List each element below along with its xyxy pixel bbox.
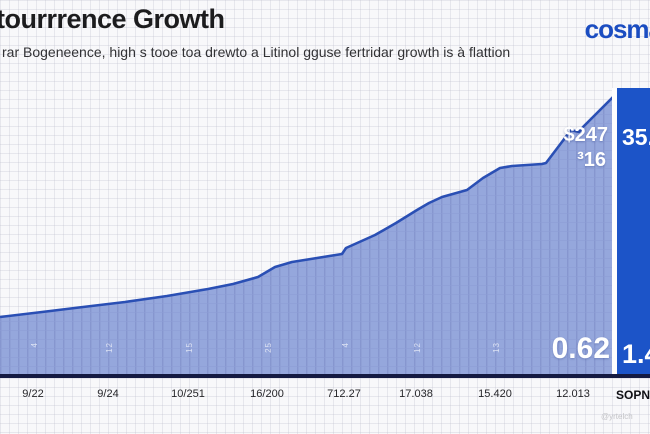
area-fill	[0, 93, 617, 374]
watermark-text: @yrtelch	[601, 412, 633, 421]
page-subtitle: rar Bogeneence, high s tooe toa drewto a…	[2, 44, 510, 60]
x-tick-label: 712.27	[327, 388, 361, 400]
inline-label: 12	[105, 342, 114, 353]
x-tick-label: 16/200	[250, 388, 284, 400]
x-tick-label: 15.420	[478, 388, 512, 400]
panel-bottom-value: 1.4	[622, 339, 650, 370]
chart-page: tourrrence Growth rar Bogeneence, high s…	[0, 0, 650, 434]
page-title: tourrrence Growth	[0, 4, 225, 35]
highlight-panel: 35. 1.4	[617, 88, 650, 374]
x-tick-label-panel: SOPNE	[616, 388, 650, 402]
x-tick-label: 17.038	[399, 388, 433, 400]
inline-label: 13	[492, 342, 501, 353]
inline-label: 15	[185, 342, 194, 353]
inline-label: 4	[341, 342, 350, 347]
x-tick-label: 9/24	[97, 388, 118, 400]
peak-annotation-top: $247	[540, 124, 608, 147]
peak-annotation-bottom: ³16	[538, 149, 606, 172]
last-value-annotation: 0.62	[546, 332, 610, 366]
area-chart	[0, 88, 617, 374]
inline-label: 4	[30, 342, 39, 347]
x-tick-label: 12.013	[556, 388, 590, 400]
x-axis-line	[0, 374, 650, 378]
inline-label: 25	[264, 342, 273, 353]
inline-label: 12	[413, 342, 422, 353]
x-tick-label: 9/22	[22, 388, 43, 400]
brand-logo: cosma	[585, 14, 650, 45]
panel-top-value: 35.	[622, 124, 650, 151]
x-tick-label: 10/251	[171, 388, 205, 400]
